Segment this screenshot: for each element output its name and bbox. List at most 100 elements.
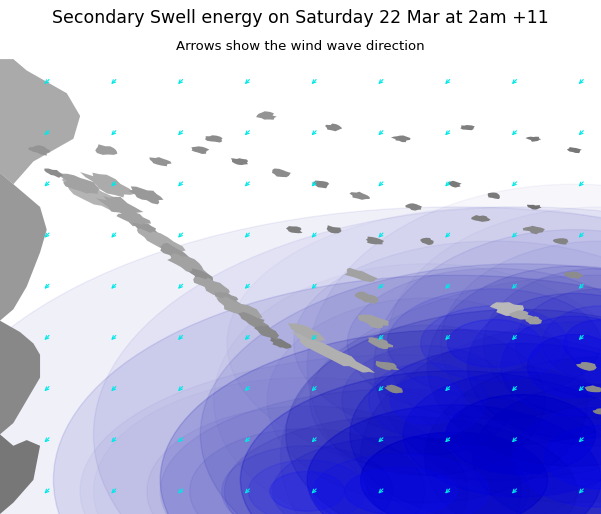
Polygon shape [525,137,541,142]
Polygon shape [585,386,601,392]
Polygon shape [150,157,171,167]
Polygon shape [564,271,584,279]
Polygon shape [205,135,222,142]
Polygon shape [291,332,375,373]
Polygon shape [358,315,389,328]
Polygon shape [136,228,186,255]
Polygon shape [80,172,135,197]
Polygon shape [270,337,291,349]
Polygon shape [448,181,462,188]
Ellipse shape [368,363,486,438]
Polygon shape [460,125,475,130]
Polygon shape [44,169,63,178]
Ellipse shape [361,432,548,514]
Polygon shape [96,144,117,155]
Polygon shape [376,361,400,371]
Ellipse shape [421,306,567,381]
Polygon shape [344,268,377,282]
Ellipse shape [446,395,596,474]
Polygon shape [490,302,524,316]
Ellipse shape [342,346,513,455]
Ellipse shape [347,268,601,418]
Polygon shape [238,312,270,329]
Polygon shape [167,253,209,275]
Polygon shape [523,226,545,234]
Ellipse shape [270,471,344,511]
Ellipse shape [53,275,601,514]
Polygon shape [215,292,242,305]
Polygon shape [62,177,130,213]
Polygon shape [420,238,433,245]
Ellipse shape [473,384,601,514]
Ellipse shape [387,289,601,398]
Polygon shape [527,205,542,210]
Ellipse shape [350,343,601,514]
Polygon shape [231,158,248,165]
Polygon shape [350,192,370,200]
Polygon shape [59,174,100,194]
Ellipse shape [542,306,601,381]
Polygon shape [325,123,343,131]
Ellipse shape [160,330,601,514]
Ellipse shape [483,268,601,418]
Polygon shape [29,145,50,156]
Ellipse shape [222,446,392,514]
Polygon shape [0,434,40,514]
Polygon shape [593,408,601,415]
Ellipse shape [545,425,601,489]
Ellipse shape [390,376,465,424]
Polygon shape [132,223,159,238]
Ellipse shape [248,460,366,514]
Polygon shape [216,297,263,323]
Ellipse shape [94,207,601,514]
Ellipse shape [286,309,601,514]
Polygon shape [510,310,534,320]
Polygon shape [272,169,291,177]
Ellipse shape [272,437,529,514]
Polygon shape [368,337,393,349]
Ellipse shape [501,316,601,416]
Ellipse shape [190,429,425,514]
Polygon shape [576,362,597,371]
Ellipse shape [240,371,601,514]
Ellipse shape [564,320,601,368]
Polygon shape [0,173,47,321]
Ellipse shape [513,407,601,507]
Polygon shape [286,226,302,233]
Ellipse shape [224,416,577,514]
Ellipse shape [307,405,601,514]
Polygon shape [553,238,569,245]
Polygon shape [129,187,163,205]
Ellipse shape [361,321,601,514]
Ellipse shape [313,454,489,514]
Polygon shape [567,147,582,153]
Polygon shape [405,204,422,211]
Polygon shape [312,180,329,188]
Polygon shape [254,325,279,340]
Ellipse shape [468,293,601,439]
Polygon shape [471,215,490,222]
Text: Arrows show the wind wave direction: Arrows show the wind wave direction [176,40,425,52]
Polygon shape [0,59,80,184]
Polygon shape [366,236,384,244]
Ellipse shape [160,389,601,514]
Ellipse shape [344,467,457,514]
Ellipse shape [427,266,601,466]
Polygon shape [0,321,40,434]
Polygon shape [384,384,403,393]
Polygon shape [160,243,189,262]
Polygon shape [188,268,213,282]
Polygon shape [288,323,325,341]
Polygon shape [194,277,230,297]
Polygon shape [355,291,379,304]
Ellipse shape [447,320,541,368]
Ellipse shape [528,334,601,398]
Text: Secondary Swell energy on Saturday 22 Mar at 2am +11: Secondary Swell energy on Saturday 22 Ma… [52,9,549,27]
Polygon shape [96,196,143,218]
Polygon shape [117,210,151,227]
Polygon shape [326,225,341,233]
Polygon shape [525,316,542,324]
Ellipse shape [374,230,601,503]
Ellipse shape [516,289,601,398]
Ellipse shape [403,372,601,497]
